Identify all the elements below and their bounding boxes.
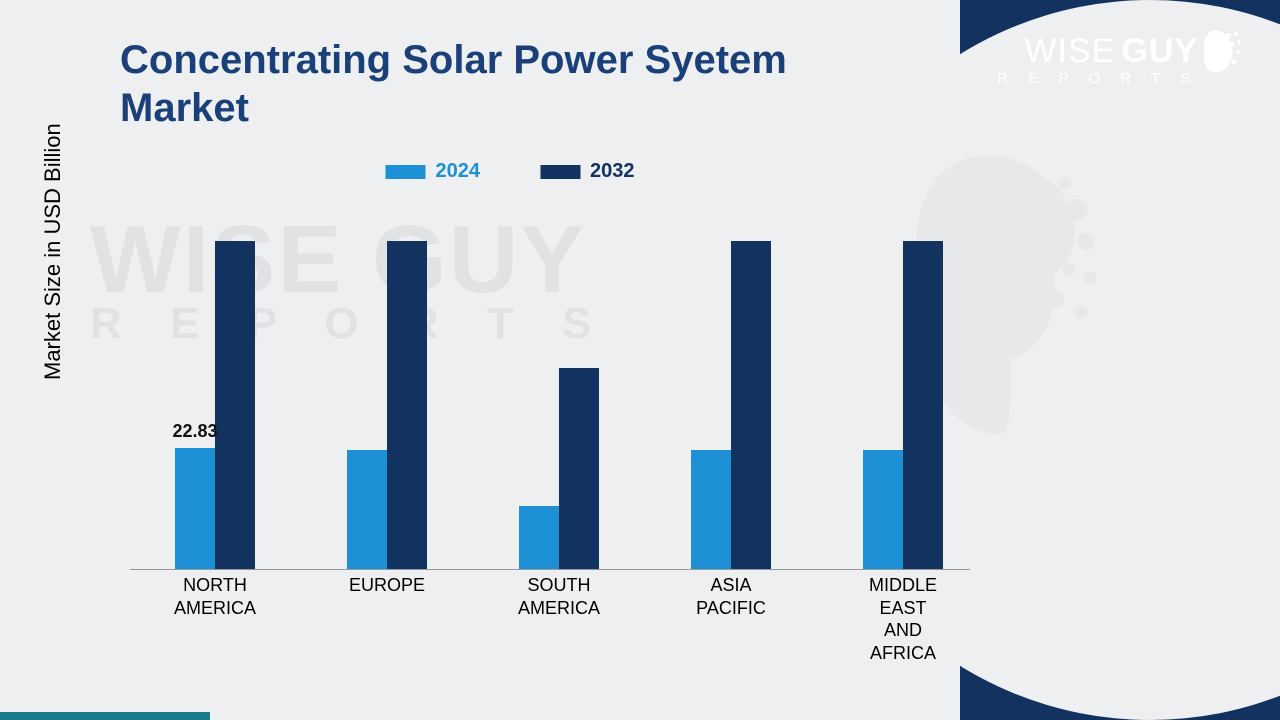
- bar: [175, 448, 215, 569]
- legend-label: 2032: [590, 160, 635, 183]
- x-axis-label: MIDDLEEASTANDAFRICA: [838, 574, 968, 664]
- page-title: Concentrating Solar Power Syetem Market: [120, 36, 840, 132]
- bar: [559, 368, 599, 569]
- bar: [347, 450, 387, 569]
- legend-label: 2024: [436, 160, 481, 183]
- logo-word-b: GUY: [1121, 32, 1198, 71]
- bar-group: [666, 241, 796, 569]
- bar: [731, 241, 771, 569]
- bar: [903, 241, 943, 569]
- bar: [387, 241, 427, 569]
- legend-item: 2024: [386, 160, 481, 183]
- bar-group: [150, 241, 280, 569]
- plot-area: 22.83: [130, 200, 970, 570]
- bar: [863, 450, 903, 569]
- logo-word-a: WISE: [1024, 32, 1115, 71]
- legend-swatch: [386, 165, 426, 179]
- legend-swatch: [540, 165, 580, 179]
- bar: [215, 241, 255, 569]
- logo-subtext: R E P O R T S: [980, 70, 1240, 87]
- brand-logo: WISE GUY R E P O R T S: [980, 30, 1240, 87]
- chart: 20242032 Market Size in USD Billion 22.8…: [50, 160, 970, 720]
- bar-group: [838, 241, 968, 569]
- logo-head-icon: [1204, 30, 1240, 72]
- x-axis-label: NORTHAMERICA: [150, 574, 280, 619]
- legend: 2024 2032: [386, 160, 635, 183]
- bar: [691, 450, 731, 569]
- y-axis-label: Market Size in USD Billion: [40, 123, 66, 380]
- bar-group: [494, 368, 624, 569]
- bar: [519, 506, 559, 569]
- x-axis-label: ASIAPACIFIC: [666, 574, 796, 619]
- x-axis-labels: NORTHAMERICA EUROPE SOUTHAMERICA ASIAPACIFI…: [130, 574, 970, 704]
- bar-value-label: 22.83: [172, 421, 217, 442]
- bar-group: [322, 241, 452, 569]
- legend-item: 2032: [540, 160, 635, 183]
- x-axis-label: EUROPE: [322, 574, 452, 597]
- x-axis-label: SOUTHAMERICA: [494, 574, 624, 619]
